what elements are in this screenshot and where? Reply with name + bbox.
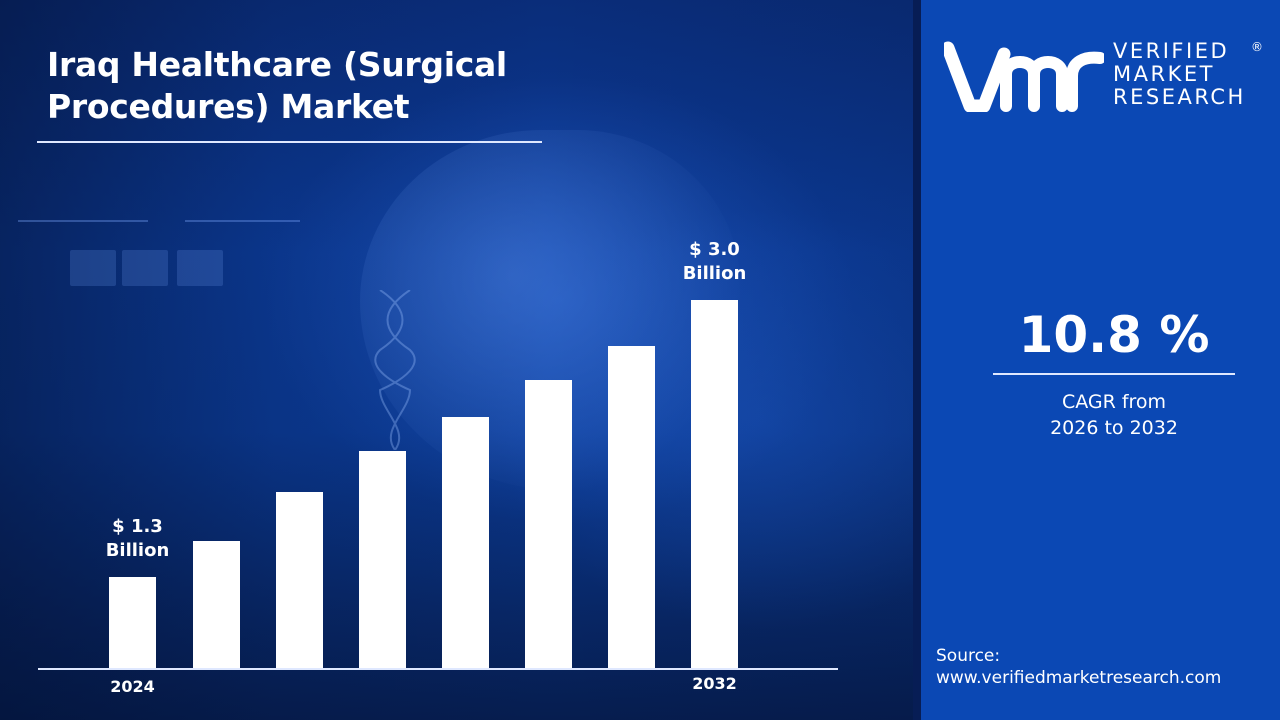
cagr-caption-line-1: CAGR from <box>1061 391 1167 413</box>
bar-2028 <box>442 417 489 669</box>
brand-line-2: MARKET <box>1113 62 1215 86</box>
start-value-unit: Billion <box>105 540 170 561</box>
cagr-value: 10.8 % <box>1018 306 1210 364</box>
cagr-caption-line-2: 2026 to 2032 <box>1050 417 1178 439</box>
source-url[interactable]: www.verifiedmarketresearch.com <box>936 668 1222 688</box>
end-value-unit: Billion <box>682 263 747 284</box>
end-value-amount: $ 3.0 <box>689 239 740 260</box>
start-value-amount: $ 1.3 <box>112 516 163 537</box>
cagr-caption: CAGR from 2026 to 2032 <box>993 389 1235 441</box>
registered-mark: ® <box>1251 40 1263 54</box>
x-axis-line <box>38 668 838 670</box>
bar-2024 <box>109 577 156 669</box>
bar-2032 <box>691 300 738 669</box>
folder-icon <box>122 250 168 286</box>
cagr-divider <box>993 373 1235 375</box>
source-label: Source: <box>936 646 1001 666</box>
page-title: Iraq Healthcare (Surgical Procedures) Ma… <box>47 44 607 128</box>
folder-icon <box>70 250 116 286</box>
brand-name: VERIFIED MARKET RESEARCH <box>1113 40 1246 109</box>
x-tick-2024: 2024 <box>110 677 155 696</box>
deco-line <box>18 220 148 222</box>
folder-icon <box>177 250 223 286</box>
panel-divider <box>913 0 921 720</box>
bar-chart: $ 1.3 Billion $ 3.0 Billion 2024 2032 <box>38 238 838 696</box>
bar-2030 <box>608 346 655 669</box>
title-line-1: Iraq Healthcare (Surgical <box>47 45 507 84</box>
brand-panel <box>921 0 1280 720</box>
bar-2025 <box>193 541 240 669</box>
bar-2027 <box>359 451 406 669</box>
x-tick-2032: 2032 <box>692 674 737 693</box>
bar-2026 <box>276 492 323 669</box>
end-value-label: $ 3.0 Billion <box>667 238 762 286</box>
dna-icon <box>374 290 416 450</box>
brand-line-3: RESEARCH <box>1113 85 1246 109</box>
brand-line-1: VERIFIED <box>1113 39 1230 63</box>
title-line-2: Procedures) Market <box>47 87 410 126</box>
start-value-label: $ 1.3 Billion <box>90 515 185 563</box>
source-citation: Source: www.verifiedmarketresearch.com <box>936 645 1221 689</box>
deco-line <box>185 220 300 222</box>
bar-2029 <box>525 380 572 669</box>
vmr-logo-icon <box>944 41 1104 112</box>
title-underline <box>37 141 542 143</box>
